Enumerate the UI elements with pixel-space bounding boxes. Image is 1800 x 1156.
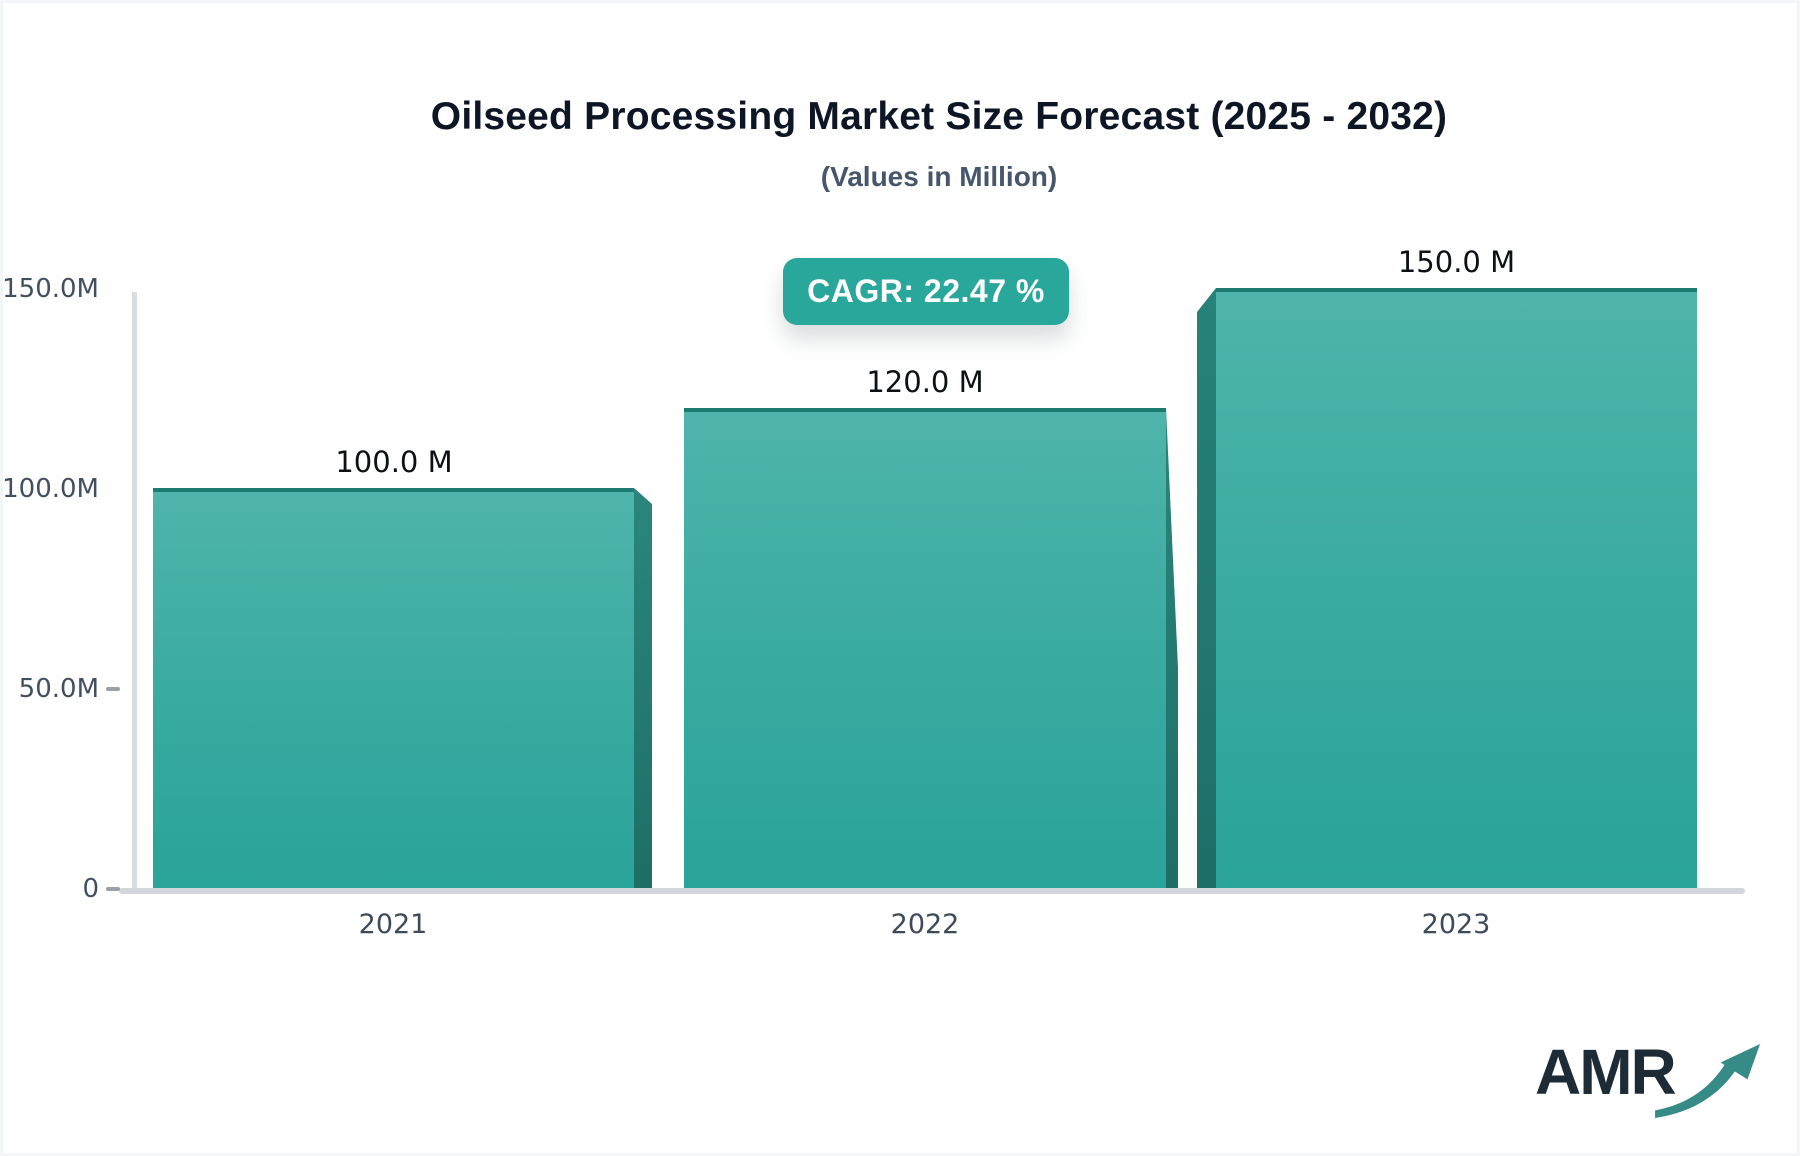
chart-title: Oilseed Processing Market Size Forecast … [430,95,1448,138]
bar-2021-value-label: 100.0 M [335,445,453,479]
y-axis-label-150m: 150.0M [2,274,99,304]
y-axis-line [132,292,137,889]
x-axis-label-2023: 2023 [1421,909,1491,940]
y-axis-label-100m: 100.0M [2,474,99,504]
cagr-badge: CAGR: 22.47 % [783,258,1069,325]
amr-logo-text: AMR [1535,1036,1677,1108]
chart-subtitle: (Values in Million) [820,161,1058,192]
y-axis-tick-0 [106,887,120,891]
y-axis-tick-50m [106,687,120,691]
bar-2023: 150.0 M [1197,245,1697,888]
bar-2022: 120.0 M [684,365,1178,888]
y-axis-label-50m: 50.0M [18,674,99,704]
x-axis-label-2022: 2022 [890,909,960,940]
bar-2023-side-face [1197,288,1216,888]
bar-2022-body [684,408,1166,888]
bar-2022-side-face [1166,408,1178,888]
amr-logo: AMR [1535,1025,1765,1125]
cagr-badge-label: CAGR: 22.47 % [807,273,1045,309]
bar-2021-side-face [634,488,652,888]
bar-2022-value-label: 120.0 M [866,365,984,399]
bar-2023-value-label: 150.0 M [1397,245,1516,279]
growth-arrow-icon [1655,1044,1761,1118]
bar-2021-body [153,488,634,888]
bar-2023-body [1216,288,1697,888]
title-block: Oilseed Processing Market Size Forecast … [133,3,1745,193]
bar-2021: 100.0 M [153,445,652,888]
x-axis-line [119,888,1745,894]
y-axis-label-0: 0 [82,874,99,904]
x-axis-label-2021: 2021 [358,909,428,940]
